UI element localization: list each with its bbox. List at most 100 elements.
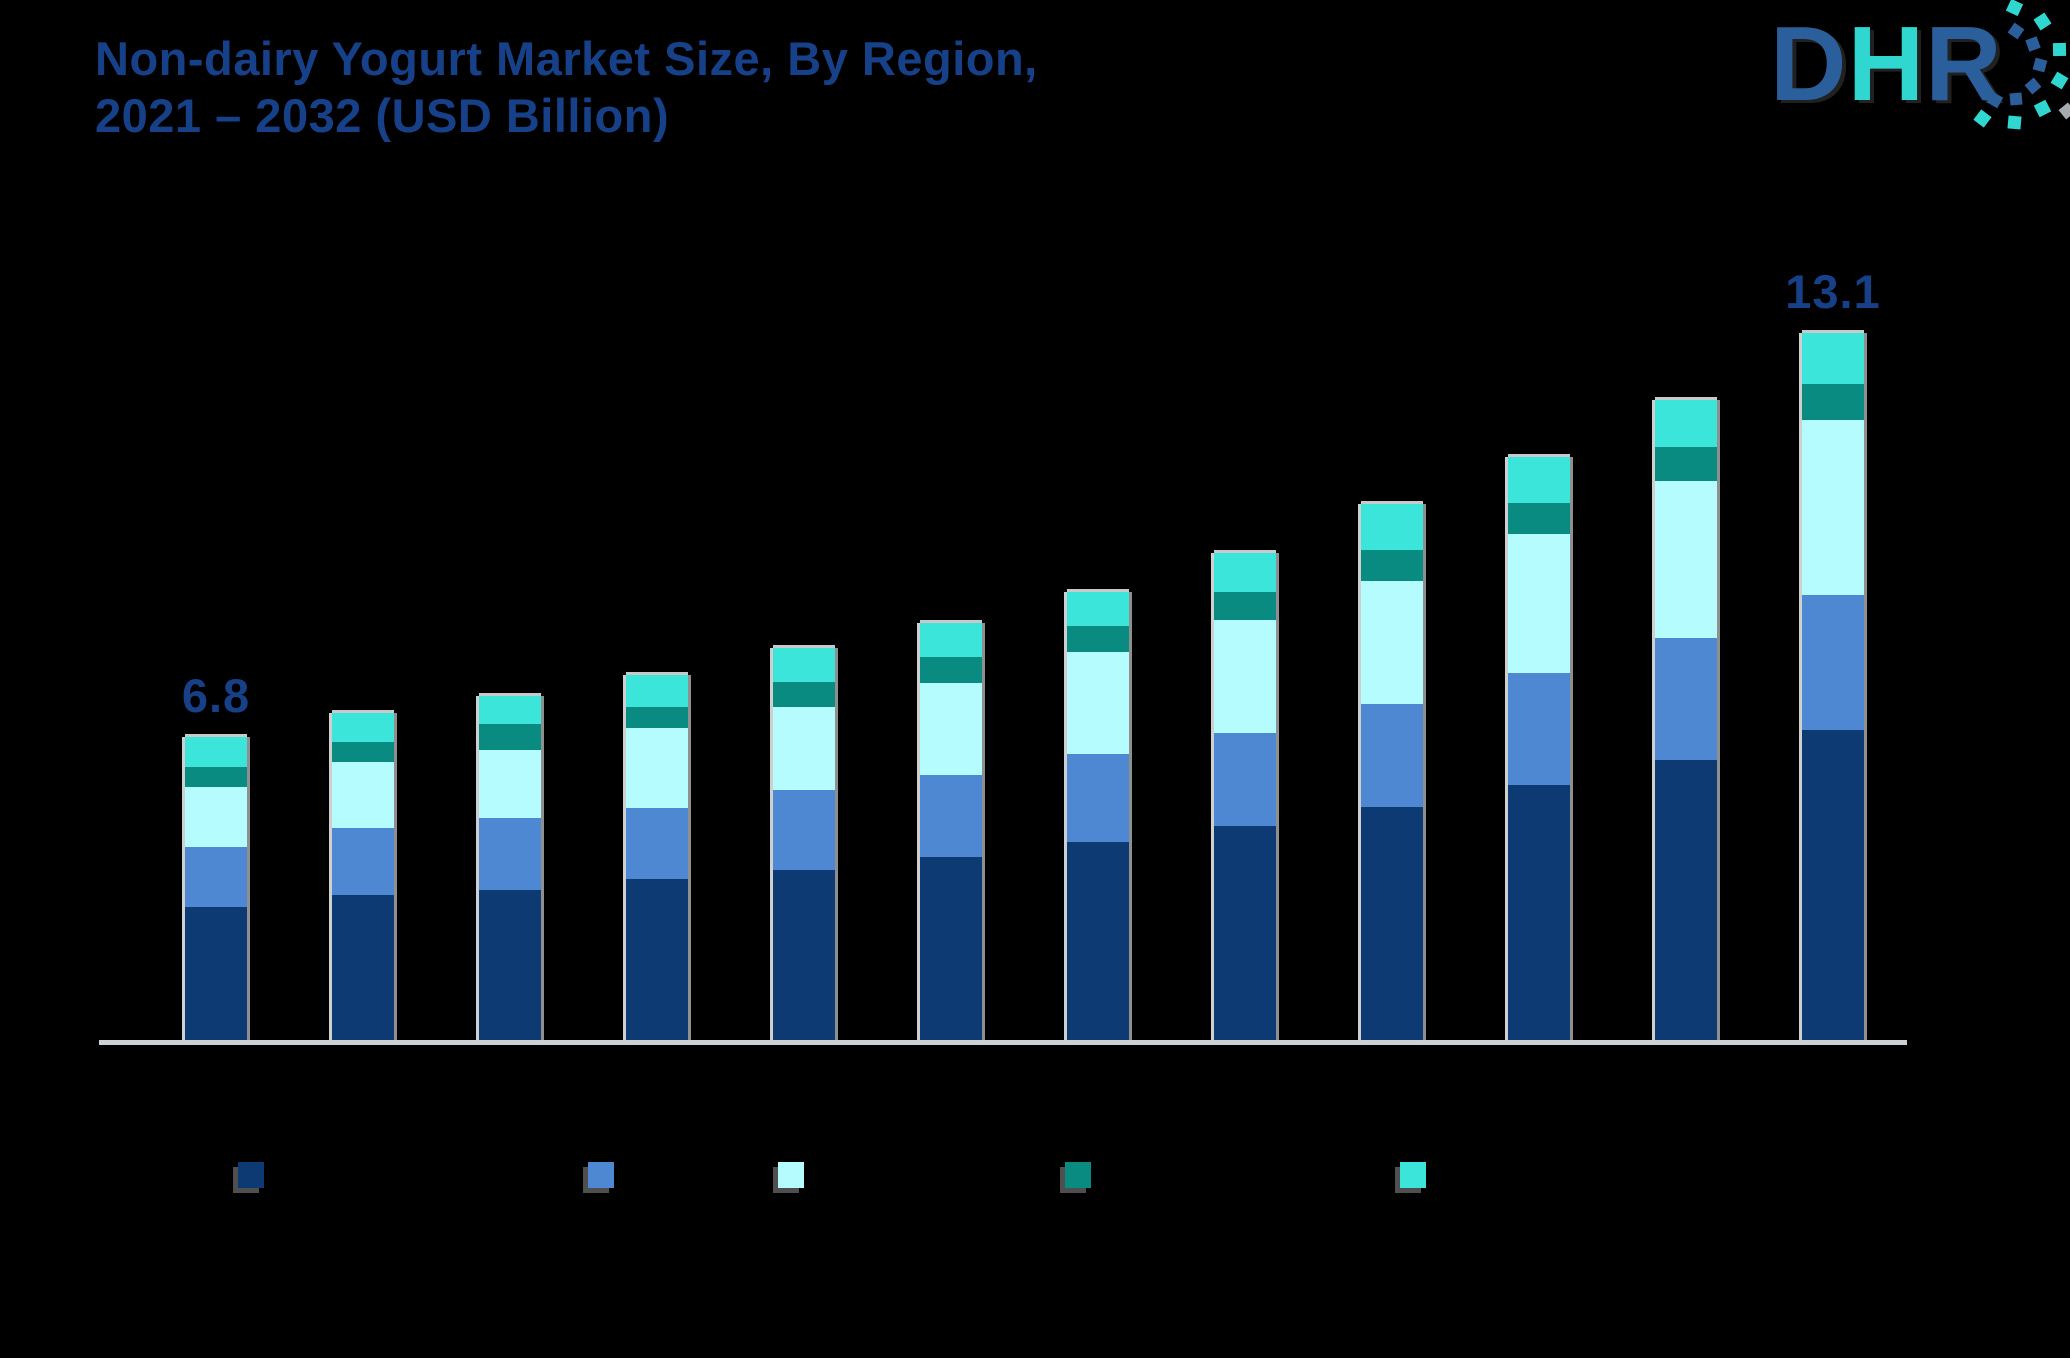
bar-2023 (479, 696, 541, 1040)
segment-2031-series-5-turquoise (1655, 400, 1717, 447)
segment-2023-series-2-medium-blue (479, 818, 541, 890)
segment-2030-series-3-pale-cyan (1508, 534, 1570, 673)
legend-swatch-series-2-medium-blue (588, 1162, 614, 1188)
segment-2026-series-3-pale-cyan (920, 683, 982, 775)
segment-2032-series-3-pale-cyan (1802, 420, 1864, 595)
value-label-2021: 6.8 (181, 669, 251, 722)
segment-2025-series-3-pale-cyan (773, 707, 835, 790)
segment-2023-series-1-dark-navy (479, 890, 541, 1040)
segment-2021-series-5-turquoise (185, 737, 247, 767)
bar-2029 (1361, 504, 1423, 1040)
segment-2022-series-2-medium-blue (332, 828, 394, 895)
logo-dot (2005, 0, 2023, 17)
segment-2029-series-5-turquoise (1361, 504, 1423, 550)
logo-dot (2009, 92, 2023, 106)
logo-dot (2032, 57, 2048, 73)
legend-swatch-series-4-teal (1065, 1162, 1091, 1188)
logo-dot (2058, 102, 2070, 120)
segment-2021-series-4-teal (185, 767, 247, 787)
segment-2027-series-4-teal (1067, 626, 1129, 652)
logo-letter-d: D (1770, 5, 1848, 123)
bar-2027 (1067, 592, 1129, 1040)
logo-dot (2007, 115, 2022, 130)
segment-2032-series-5-turquoise (1802, 333, 1864, 384)
segment-2023-series-4-teal (479, 724, 541, 750)
segment-2024-series-4-teal (626, 707, 688, 728)
segment-2025-series-4-teal (773, 682, 835, 707)
logo-dot (2053, 42, 2067, 56)
bar-2026 (920, 623, 982, 1040)
segment-2027-series-2-medium-blue (1067, 754, 1129, 842)
segment-2031-series-1-dark-navy (1655, 760, 1717, 1040)
segment-2022-series-1-dark-navy (332, 895, 394, 1040)
segment-2022-series-4-teal (332, 742, 394, 762)
segment-2031-series-2-medium-blue (1655, 638, 1717, 760)
logo-dot (2007, 22, 2025, 40)
chart-title-line-1: Non-dairy Yogurt Market Size, By Region, (95, 32, 1038, 85)
segment-2028-series-1-dark-navy (1214, 826, 1276, 1040)
dhr-logo: DHR (1770, 0, 2070, 168)
legend-swatch-series-3-pale-cyan (778, 1162, 804, 1188)
segment-2021-series-1-dark-navy (185, 907, 247, 1040)
segment-2024-series-3-pale-cyan (626, 728, 688, 808)
segment-2030-series-1-dark-navy (1508, 785, 1570, 1040)
segment-2030-series-5-turquoise (1508, 457, 1570, 503)
bar-2022 (332, 713, 394, 1040)
segment-2025-series-2-medium-blue (773, 790, 835, 870)
segment-2024-series-2-medium-blue (626, 808, 688, 879)
segment-2022-series-3-pale-cyan (332, 762, 394, 828)
logo-dot (2025, 36, 2042, 53)
segment-2028-series-2-medium-blue (1214, 733, 1276, 826)
segment-2029-series-1-dark-navy (1361, 807, 1423, 1040)
logo-dot (2025, 77, 2042, 95)
segment-2028-series-5-turquoise (1214, 553, 1276, 592)
segment-2029-series-3-pale-cyan (1361, 581, 1423, 704)
segment-2031-series-4-teal (1655, 447, 1717, 481)
legend-swatch-series-5-turquoise (1400, 1162, 1426, 1188)
logo-dot (2034, 99, 2052, 117)
segment-2027-series-5-turquoise (1067, 592, 1129, 626)
segment-2023-series-3-pale-cyan (479, 750, 541, 818)
value-label-2032: 13.1 (1785, 265, 1881, 318)
segment-2023-series-5-turquoise (479, 696, 541, 724)
segment-2028-series-4-teal (1214, 592, 1276, 620)
segment-2025-series-5-turquoise (773, 648, 835, 682)
segment-2030-series-4-teal (1508, 503, 1570, 534)
logo-dot (2050, 72, 2069, 90)
bar-2021 (185, 737, 247, 1040)
segment-2024-series-5-turquoise (626, 675, 688, 707)
segment-2032-series-2-medium-blue (1802, 595, 1864, 730)
segment-2030-series-2-medium-blue (1508, 673, 1570, 785)
segment-2029-series-4-teal (1361, 550, 1423, 581)
logo-letter-h: H (1847, 5, 1926, 123)
segment-2021-series-3-pale-cyan (185, 787, 247, 847)
legend-swatch-series-1-dark-navy (238, 1162, 264, 1188)
x-axis-line (99, 1040, 1907, 1045)
segment-2032-series-1-dark-navy (1802, 730, 1864, 1040)
segment-2021-series-2-medium-blue (185, 847, 247, 907)
bar-2032 (1802, 333, 1864, 1040)
logo-dot (2033, 12, 2052, 31)
chart-title-line-2: 2021 – 2032 (USD Billion) (95, 89, 670, 143)
segment-2032-series-4-teal (1802, 384, 1864, 420)
segment-2026-series-1-dark-navy (920, 857, 982, 1040)
segment-2029-series-2-medium-blue (1361, 704, 1423, 807)
segment-2025-series-1-dark-navy (773, 870, 835, 1040)
bar-2030 (1508, 457, 1570, 1040)
segment-2031-series-3-pale-cyan (1655, 481, 1717, 638)
segment-2022-series-5-turquoise (332, 713, 394, 742)
segment-2026-series-5-turquoise (920, 623, 982, 657)
logo-letter-r: R (1925, 5, 2003, 123)
bar-2028 (1214, 553, 1276, 1040)
chart-title: Non-dairy Yogurt Market Size, By Region,… (95, 30, 1038, 145)
segment-2024-series-1-dark-navy (626, 879, 688, 1040)
segment-2028-series-3-pale-cyan (1214, 620, 1276, 733)
bar-2024 (626, 675, 688, 1040)
segment-2026-series-4-teal (920, 657, 982, 683)
dhr-logo-letters: DHR (1770, 8, 2003, 120)
segment-2027-series-3-pale-cyan (1067, 652, 1129, 754)
bar-2025 (773, 648, 835, 1040)
segment-2026-series-2-medium-blue (920, 775, 982, 857)
segment-2027-series-1-dark-navy (1067, 842, 1129, 1040)
